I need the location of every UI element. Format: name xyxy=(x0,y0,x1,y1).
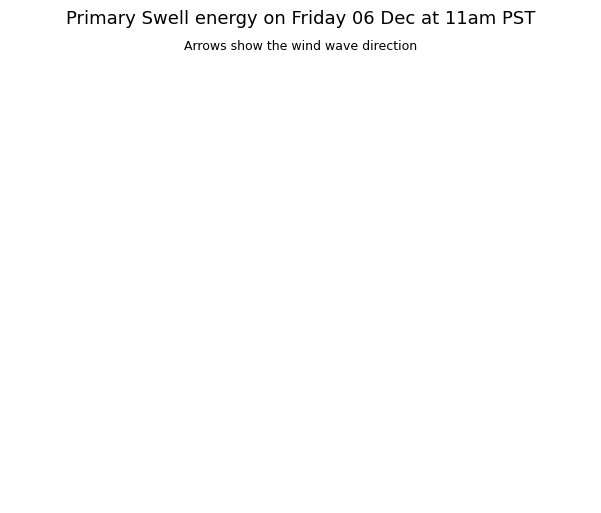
Text: Primary Swell energy on Friday 06 Dec at 11am PST: Primary Swell energy on Friday 06 Dec at… xyxy=(66,10,535,28)
Text: Arrows show the wind wave direction: Arrows show the wind wave direction xyxy=(184,40,417,52)
Text: cartopy required: cartopy required xyxy=(243,279,358,293)
